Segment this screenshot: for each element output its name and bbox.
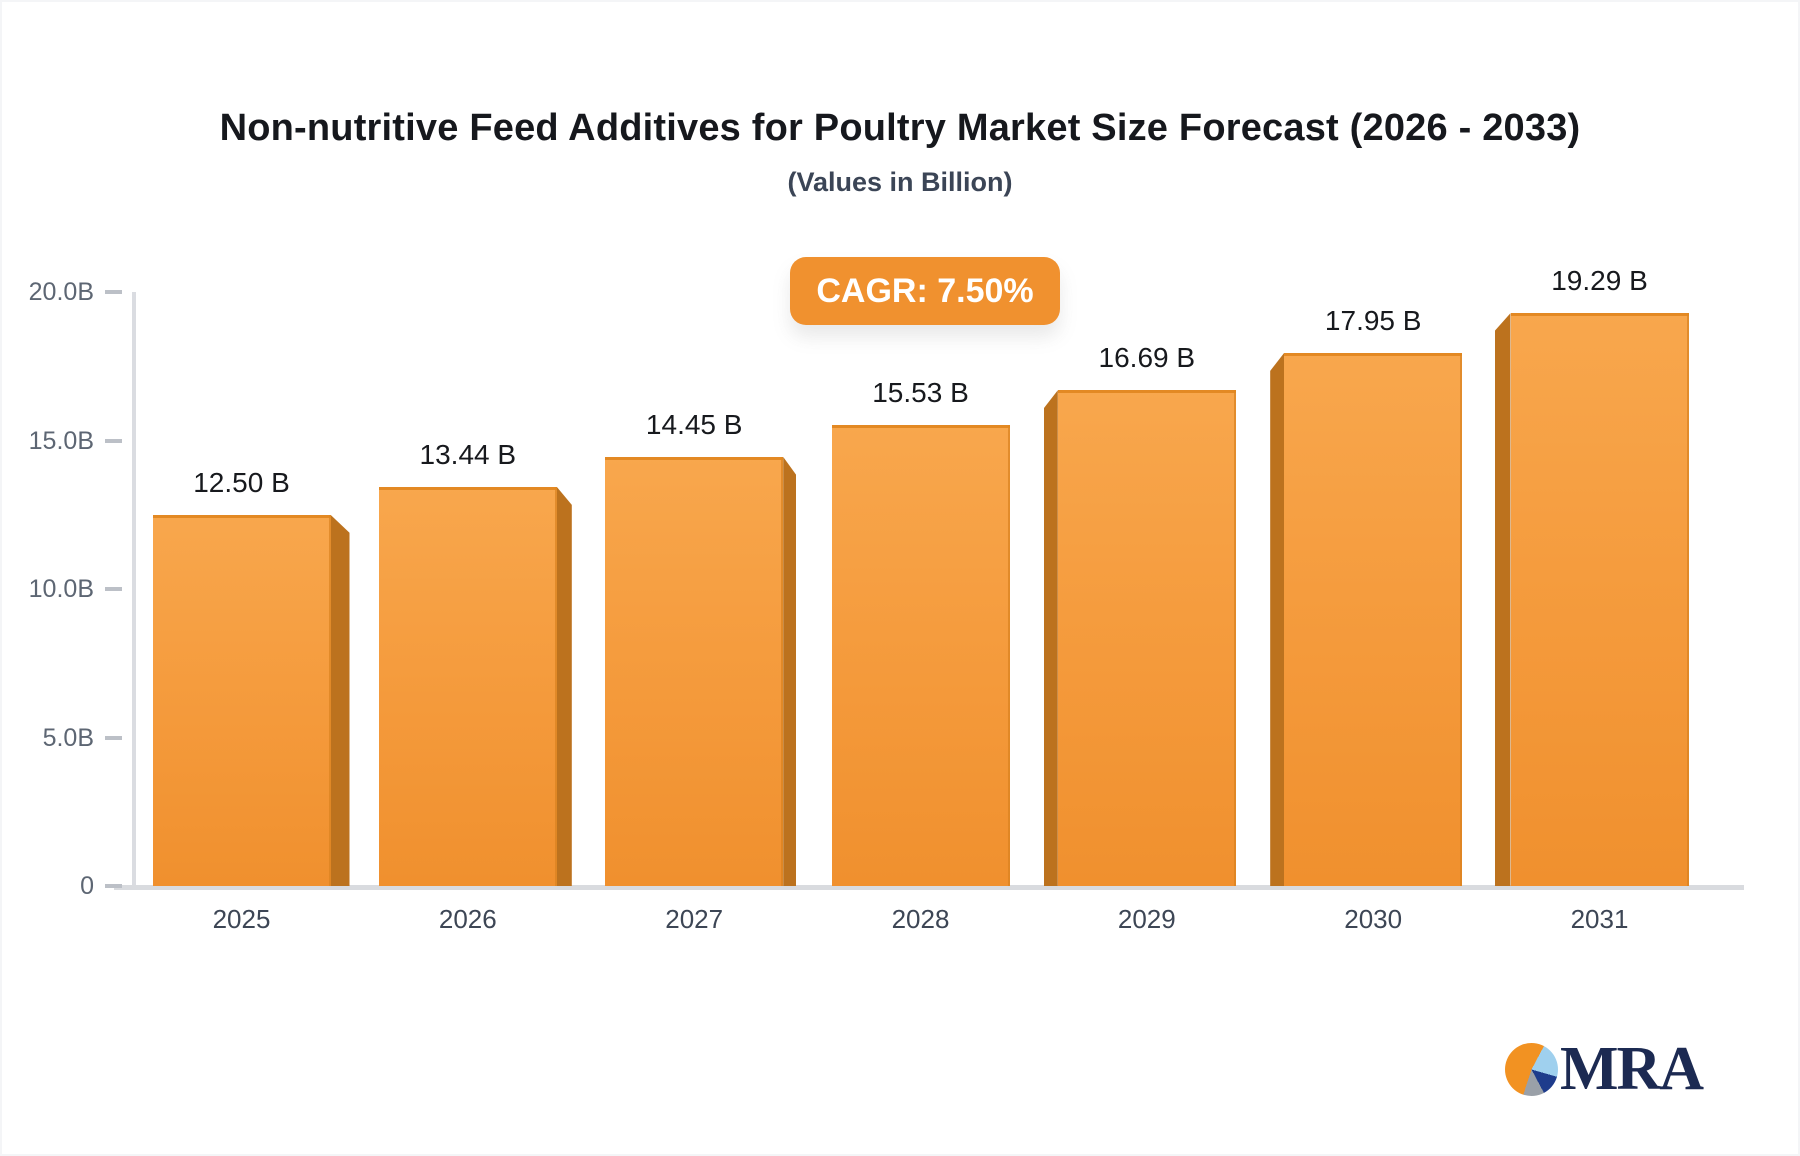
chart-title: Non-nutritive Feed Additives for Poultry… [219, 107, 1581, 149]
bar-2029 [1057, 390, 1236, 886]
bar-2028 [831, 424, 1010, 886]
y-axis-tick-mark [105, 290, 122, 294]
y-axis-tick-label: 15.0B [28, 426, 94, 455]
logo-text: MRA [1560, 1035, 1704, 1103]
x-axis-label-2028: 2028 [891, 904, 950, 934]
bar-side-face-2027 [783, 456, 797, 886]
bar-side-face-2026 [556, 486, 572, 886]
x-axis-label-2025: 2025 [212, 904, 271, 934]
brand-logo: MRA [1505, 1035, 1704, 1103]
y-axis-tick-label: 20.0B [28, 278, 94, 306]
x-axis-label-2031: 2031 [1570, 904, 1629, 934]
y-axis-tick-label: 0 [80, 872, 94, 900]
bar-value-label-2029: 16.69 B [1098, 342, 1196, 374]
y-axis-tick-mark [105, 884, 122, 888]
bar-value-label-2025: 12.50 B [193, 466, 290, 498]
bar-value-label-2028: 15.53 B [872, 376, 969, 408]
x-axis-line [114, 885, 1744, 890]
bar-side-face-2031 [1494, 313, 1511, 886]
y-axis-tick-mark [105, 438, 122, 443]
x-axis-label-2030: 2030 [1344, 904, 1403, 934]
cagr-badge: CAGR: 7.50% [790, 257, 1060, 325]
y-axis-tick-label: 5.0B [42, 723, 94, 752]
bar-2031 [1510, 313, 1689, 886]
bar-side-face-2030 [1270, 352, 1285, 886]
bar-side-face-2029 [1043, 390, 1058, 886]
bar-side-face-2025 [330, 514, 350, 886]
y-axis-line [132, 292, 136, 886]
x-axis-label-2026: 2026 [438, 904, 497, 934]
bar-value-label-2027: 14.45 B [645, 408, 743, 440]
bar-2025 [152, 514, 331, 886]
y-axis-tick-mark [105, 735, 122, 740]
bar-value-label-2030: 17.95 B [1324, 304, 1422, 336]
x-axis-label-2027: 2027 [665, 904, 724, 934]
bar-2027 [605, 456, 784, 886]
bar-2026 [378, 486, 557, 886]
bar-2030 [1284, 352, 1463, 886]
x-axis-label-2029: 2029 [1117, 904, 1176, 934]
logo-pie-icon [1505, 1043, 1558, 1096]
y-axis-tick-label: 10.0B [28, 575, 94, 603]
chart-subtitle: (Values in Billion) [787, 167, 1013, 197]
y-axis-tick-mark [105, 587, 122, 591]
bar-value-label-2031: 19.29 B [1551, 265, 1648, 297]
bar-value-label-2026: 13.44 B [419, 438, 517, 470]
